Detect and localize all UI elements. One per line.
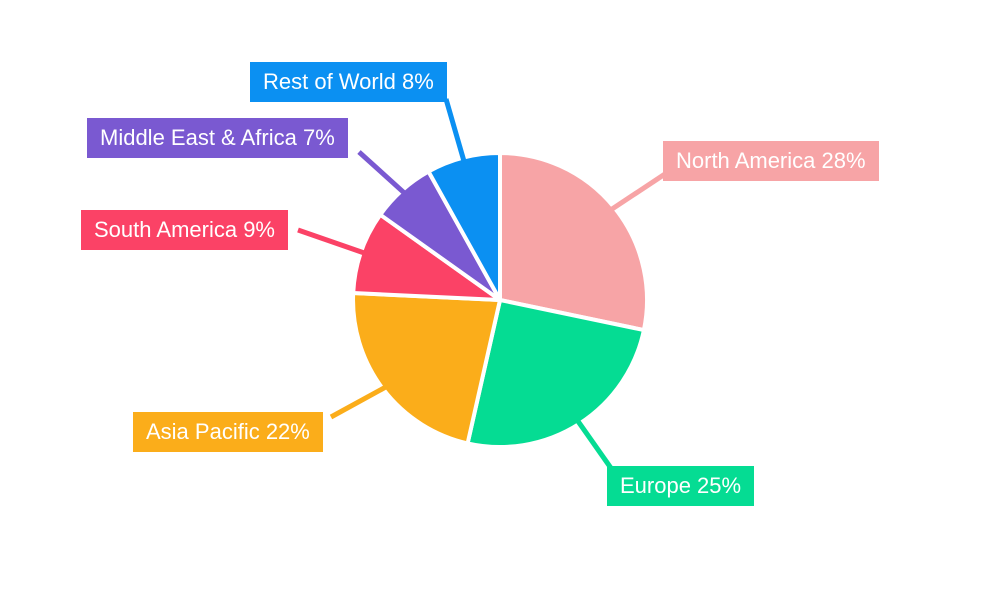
leader-line-south-america (297, 227, 365, 256)
leader-line-europe (575, 419, 616, 473)
leader-line-north-america (610, 169, 670, 212)
leader-line-rest-of-world (443, 98, 467, 162)
leader-line-middle-east-africa (357, 150, 406, 195)
leader-line-asia-pacific (329, 385, 387, 420)
